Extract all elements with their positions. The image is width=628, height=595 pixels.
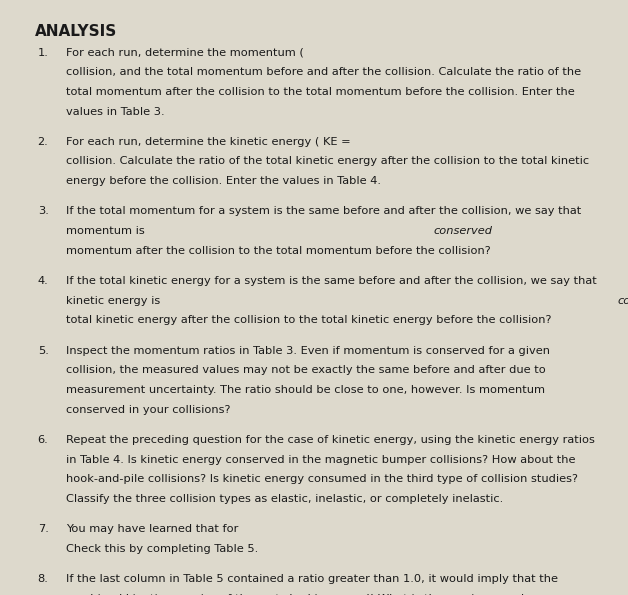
Text: 7.: 7.: [38, 524, 48, 534]
Text: measurement uncertainty. The ratio should be close to one, however. Is momentum: measurement uncertainty. The ratio shoul…: [66, 385, 545, 395]
Text: in Table 4. Is kinetic energy conserved in the magnetic bumper collisions? How a: in Table 4. Is kinetic energy conserved …: [66, 455, 575, 465]
Text: If the total momentum for a system is the same before and after the collision, w: If the total momentum for a system is th…: [66, 206, 581, 217]
Text: momentum is: momentum is: [66, 226, 148, 236]
Text: conserved in your collisions?: conserved in your collisions?: [66, 405, 230, 415]
Text: collision, and the total momentum before and after the collision. Calculate the : collision, and the total momentum before…: [66, 67, 581, 77]
Text: Inspect the momentum ratios in Table 3. Even if momentum is conserved for a give: Inspect the momentum ratios in Table 3. …: [66, 346, 550, 356]
Text: If the last column in Table 5 contained a ratio greater than 1.0, it would imply: If the last column in Table 5 contained …: [66, 574, 558, 584]
Text: For each run, determine the momentum (: For each run, determine the momentum (: [66, 48, 304, 58]
Text: 8.: 8.: [38, 574, 48, 584]
Text: 4.: 4.: [38, 276, 48, 286]
Text: 3.: 3.: [38, 206, 48, 217]
Text: collision. Calculate the ratio of the total kinetic energy after the collision t: collision. Calculate the ratio of the to…: [66, 156, 589, 167]
Text: kinetic energy is: kinetic energy is: [66, 296, 164, 306]
Text: 5.: 5.: [38, 346, 48, 356]
Text: total kinetic energy after the collision to the total kinetic energy before the : total kinetic energy after the collision…: [66, 315, 551, 325]
Text: 2.: 2.: [38, 137, 48, 147]
Text: values in Table 3.: values in Table 3.: [66, 107, 165, 117]
Text: 1.: 1.: [38, 48, 48, 58]
Text: If the total kinetic energy for a system is the same before and after the collis: If the total kinetic energy for a system…: [66, 276, 597, 286]
Text: Repeat the preceding question for the case of kinetic energy, using the kinetic : Repeat the preceding question for the ca…: [66, 435, 595, 445]
Text: combined kinetic energies of the carts had increased! What is the maximum value : combined kinetic energies of the carts h…: [66, 594, 563, 595]
Text: momentum after the collision to the total momentum before the collision?: momentum after the collision to the tota…: [66, 246, 490, 256]
Text: For each run, determine the kinetic energy ( KE =: For each run, determine the kinetic ener…: [66, 137, 354, 147]
Text: energy before the collision. Enter the values in Table 4.: energy before the collision. Enter the v…: [66, 176, 381, 186]
Text: ANALYSIS: ANALYSIS: [35, 24, 117, 39]
Text: You may have learned that for: You may have learned that for: [66, 524, 242, 534]
Text: 6.: 6.: [38, 435, 48, 445]
Text: conserved: conserved: [617, 296, 628, 306]
Text: collision, the measured values may not be exactly the same before and after due : collision, the measured values may not b…: [66, 365, 546, 375]
Text: Check this by completing Table 5.: Check this by completing Table 5.: [66, 544, 258, 554]
Text: total momentum after the collision to the total momentum before the collision. E: total momentum after the collision to th…: [66, 87, 575, 97]
Text: Classify the three collision types as elastic, inelastic, or completely inelasti: Classify the three collision types as el…: [66, 494, 503, 504]
Text: conserved: conserved: [433, 226, 492, 236]
Text: hook-and-pile collisions? Is kinetic energy consumed in the third type of collis: hook-and-pile collisions? Is kinetic ene…: [66, 474, 578, 484]
